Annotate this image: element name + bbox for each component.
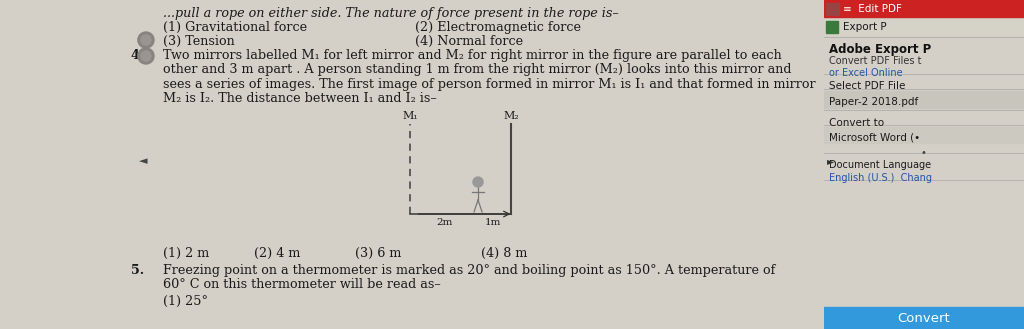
Circle shape [138, 32, 154, 48]
Text: (4) Normal force: (4) Normal force [416, 35, 523, 48]
Text: 5.: 5. [131, 264, 144, 277]
Text: Convert: Convert [897, 312, 950, 324]
Text: M₂ is I₂. The distance between I₁ and I₂ is–: M₂ is I₂. The distance between I₁ and I₂… [163, 92, 437, 106]
Text: other and 3 m apart . A person standing 1 m from the right mirror (M₂) looks int: other and 3 m apart . A person standing … [163, 63, 792, 77]
Text: or Excel Online: or Excel Online [829, 68, 903, 78]
Bar [824, 19, 1024, 35]
Text: (1) Gravitational force: (1) Gravitational force [163, 21, 307, 34]
Text: ►: ► [827, 156, 835, 166]
Text: Document Language: Document Language [829, 160, 932, 170]
Text: 2m: 2m [436, 218, 453, 227]
Circle shape [141, 35, 151, 45]
Circle shape [138, 48, 154, 64]
Bar [826, 21, 838, 33]
Bar [824, 91, 1024, 108]
Text: ≡  Edit PDF: ≡ Edit PDF [843, 4, 901, 14]
Text: Convert to: Convert to [829, 118, 885, 128]
Circle shape [141, 51, 151, 61]
Text: •: • [921, 148, 927, 158]
Text: Adobe Export P: Adobe Export P [829, 43, 932, 56]
Text: (2) 4 m: (2) 4 m [254, 247, 300, 260]
Text: Convert PDF Files t: Convert PDF Files t [829, 56, 922, 66]
Text: (4) 8 m: (4) 8 m [481, 247, 527, 260]
Text: 4.: 4. [131, 49, 144, 62]
Text: (1) 25°: (1) 25° [163, 295, 208, 308]
Text: 60° C on this thermometer will be read as–: 60° C on this thermometer will be read a… [163, 279, 441, 291]
Text: M₁: M₁ [402, 111, 418, 121]
Text: Paper-2 2018.pdf: Paper-2 2018.pdf [829, 97, 919, 107]
Text: sees a series of images. The first image of person formed in mirror M₁ is I₁ and: sees a series of images. The first image… [163, 78, 816, 91]
Text: (3) Tension: (3) Tension [163, 35, 234, 48]
Text: Two mirrors labelled M₁ for left mirror and M₂ for right mirror in the figure ar: Two mirrors labelled M₁ for left mirror … [163, 49, 782, 62]
Bar [824, 307, 1024, 329]
Text: (1) 2 m: (1) 2 m [163, 247, 209, 260]
Text: Microsoft Word (•: Microsoft Word (• [829, 132, 921, 142]
Text: Freezing point on a thermometer is marked as 20° and boiling point as 150°. A te: Freezing point on a thermometer is marke… [163, 264, 775, 277]
Text: Select PDF File: Select PDF File [829, 81, 906, 91]
Text: M₂: M₂ [504, 111, 519, 121]
Text: ...pull a rope on either side. The nature of force present in the rope is–: ...pull a rope on either side. The natur… [163, 7, 618, 20]
Text: ◄: ◄ [138, 156, 147, 166]
Text: (3) 6 m: (3) 6 m [355, 247, 401, 260]
Circle shape [473, 177, 483, 187]
Text: 1m: 1m [485, 218, 502, 227]
Text: (2) Electromagnetic force: (2) Electromagnetic force [416, 21, 582, 34]
Bar [824, 127, 1024, 143]
Text: English (U.S.)  Chang: English (U.S.) Chang [829, 173, 933, 183]
Text: Export P: Export P [843, 22, 887, 32]
Bar [826, 3, 839, 15]
Bar [824, 0, 1024, 17]
